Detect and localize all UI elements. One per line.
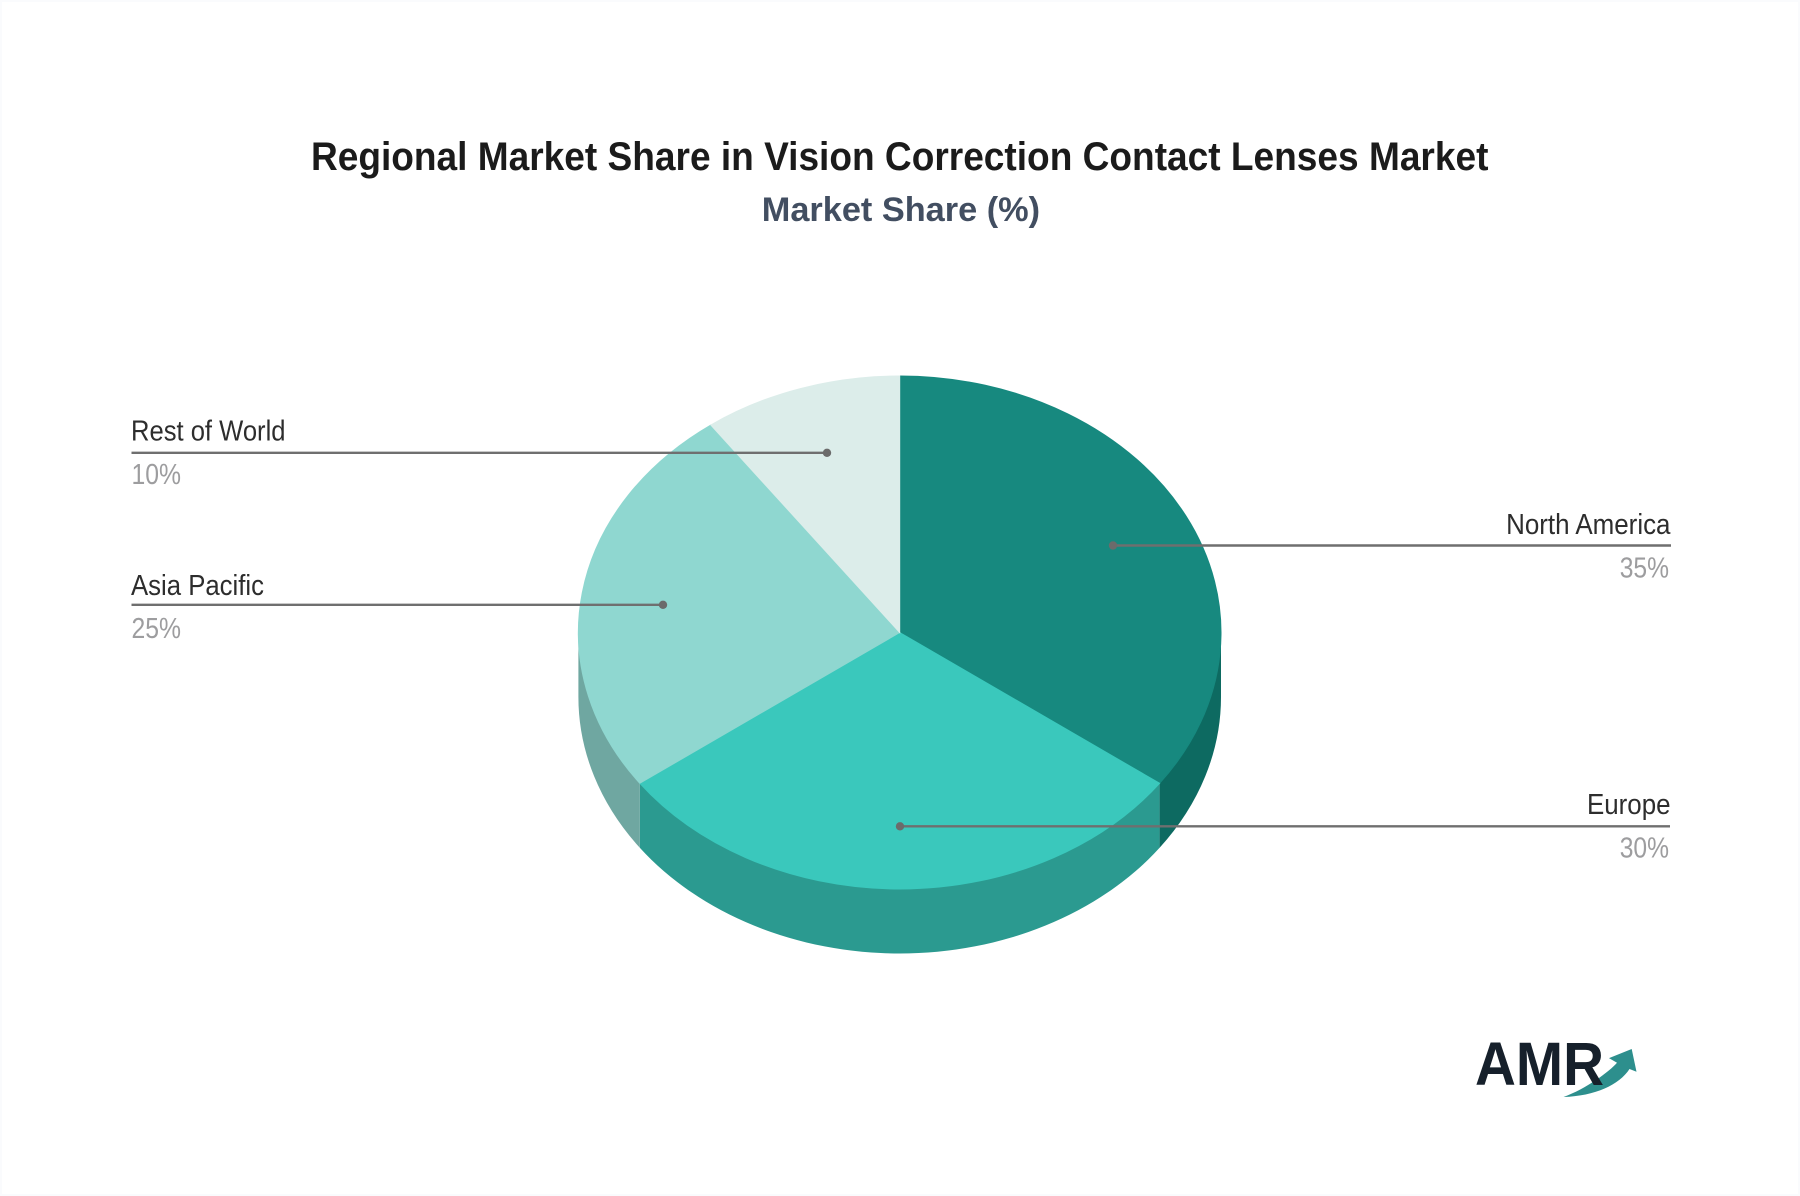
svg-text:10%: 10% (132, 459, 182, 491)
svg-text:Rest of World: Rest of World (131, 416, 286, 448)
svg-text:30%: 30% (1620, 833, 1669, 865)
svg-text:Market Share (%): Market Share (%) (762, 191, 1040, 229)
svg-text:35%: 35% (1620, 552, 1669, 584)
svg-text:Asia Pacific: Asia Pacific (131, 570, 264, 602)
svg-text:AMR: AMR (1475, 1030, 1604, 1098)
svg-text:Europe: Europe (1587, 789, 1671, 821)
svg-text:25%: 25% (132, 613, 182, 645)
svg-text:Regional Market Share in Visio: Regional Market Share in Vision Correcti… (311, 135, 1489, 179)
svg-text:North America: North America (1506, 509, 1671, 541)
